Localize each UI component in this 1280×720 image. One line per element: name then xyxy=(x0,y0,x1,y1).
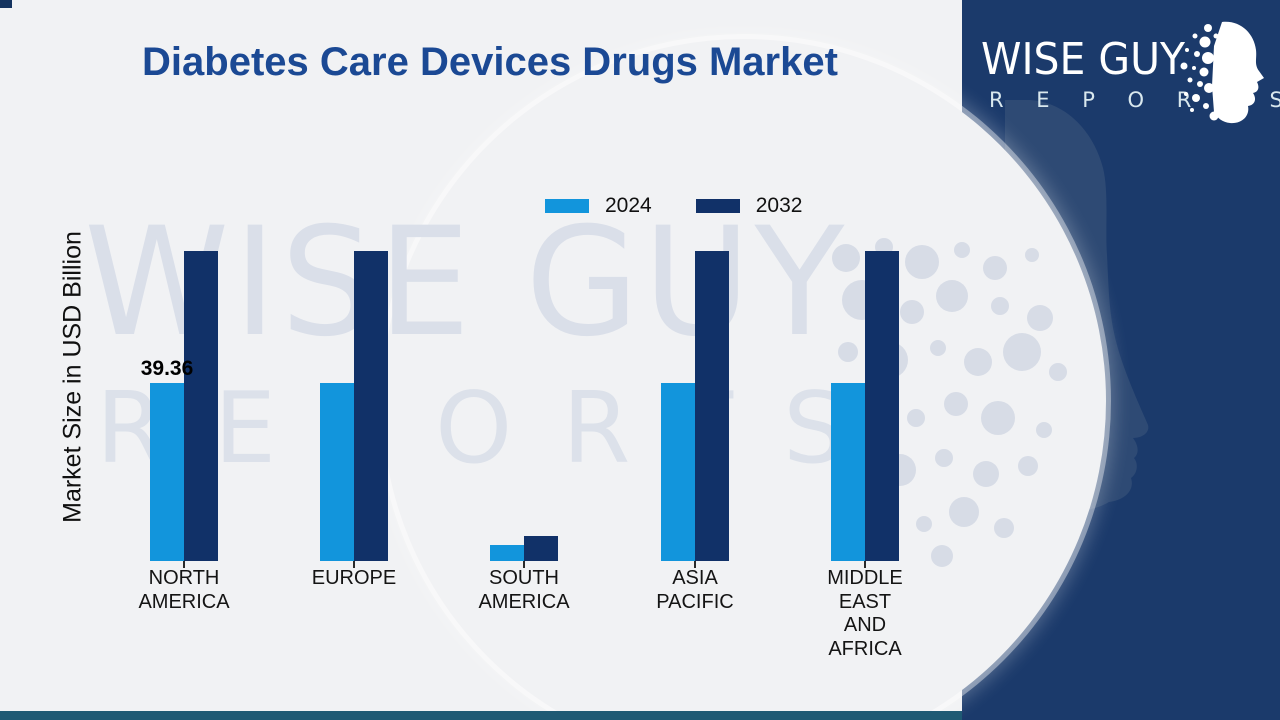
category-label-asia-pacific: ASIA PACIFIC xyxy=(656,567,734,613)
legend-item-2024: 2024 xyxy=(545,194,652,218)
watermark-dot xyxy=(949,497,979,527)
watermark-dot xyxy=(964,348,992,376)
category-label-middle-east-and-africa: MIDDLE EAST AND AFRICA xyxy=(827,567,903,660)
corner-mark xyxy=(0,0,12,8)
watermark-dot xyxy=(954,242,970,258)
category-label-north-america: NORTH AMERICA xyxy=(138,567,230,613)
watermark-dot xyxy=(1018,456,1038,476)
bar-2024-asia-pacific xyxy=(661,383,695,561)
watermark-dot xyxy=(907,409,925,427)
bar-2032-north-america xyxy=(184,251,218,561)
watermark-dot xyxy=(930,340,946,356)
bar-2032-middle-east-and-africa xyxy=(865,251,899,561)
watermark-dot xyxy=(832,244,860,272)
bar-2032-south-america xyxy=(524,536,558,561)
y-axis-label: Market Size in USD Billion xyxy=(58,231,87,523)
watermark-dot xyxy=(1027,305,1053,331)
bar-2024-south-america xyxy=(490,545,524,561)
legend-label-2024: 2024 xyxy=(605,194,652,217)
watermark-dot xyxy=(931,545,953,567)
watermark-dot xyxy=(838,342,858,362)
watermark-dot xyxy=(1025,248,1039,262)
logo-face-icon xyxy=(1180,21,1264,124)
bar-2024-north-america xyxy=(150,383,184,561)
legend-swatch-2024 xyxy=(545,199,589,213)
watermark-dot xyxy=(1036,422,1052,438)
legend-swatch-2032 xyxy=(695,199,740,213)
bar-2024-europe xyxy=(320,383,354,561)
x-axis-tick xyxy=(353,561,355,568)
x-axis-tick xyxy=(523,561,525,568)
category-label-south-america: SOUTH AMERICA xyxy=(478,567,570,613)
watermark-dot xyxy=(935,449,953,467)
watermark-dot xyxy=(900,300,924,324)
watermark-dot xyxy=(936,280,968,312)
logo-wordmark: WISE GUY xyxy=(981,34,1186,85)
x-axis-tick xyxy=(864,561,866,568)
bar-2032-europe xyxy=(354,251,388,561)
watermark-dot xyxy=(905,245,939,279)
bottom-teal-bar xyxy=(0,711,962,720)
x-axis-tick xyxy=(183,561,185,568)
bar-2032-asia-pacific xyxy=(695,251,729,561)
x-axis-tick xyxy=(694,561,696,568)
legend: 2024 2032 xyxy=(545,194,802,218)
background-circle xyxy=(382,39,1106,720)
watermark-dot xyxy=(973,461,999,487)
legend-label-2032: 2032 xyxy=(755,194,803,217)
watermark-dot xyxy=(1049,363,1067,381)
watermark-dot xyxy=(981,401,1015,435)
watermark-dot xyxy=(944,392,968,416)
bar-2024-middle-east-and-africa xyxy=(831,383,865,561)
watermark-dot xyxy=(983,256,1007,280)
watermark-dot xyxy=(994,518,1014,538)
value-label-2024: 39.36 xyxy=(140,357,194,380)
page-title: Diabetes Care Devices Drugs Market xyxy=(142,40,838,84)
category-label-europe: EUROPE xyxy=(311,567,397,589)
watermark-dot xyxy=(916,516,932,532)
watermark-dot xyxy=(1003,333,1041,371)
watermark-dot xyxy=(991,297,1009,315)
legend-item-2032: 2032 xyxy=(695,194,803,218)
